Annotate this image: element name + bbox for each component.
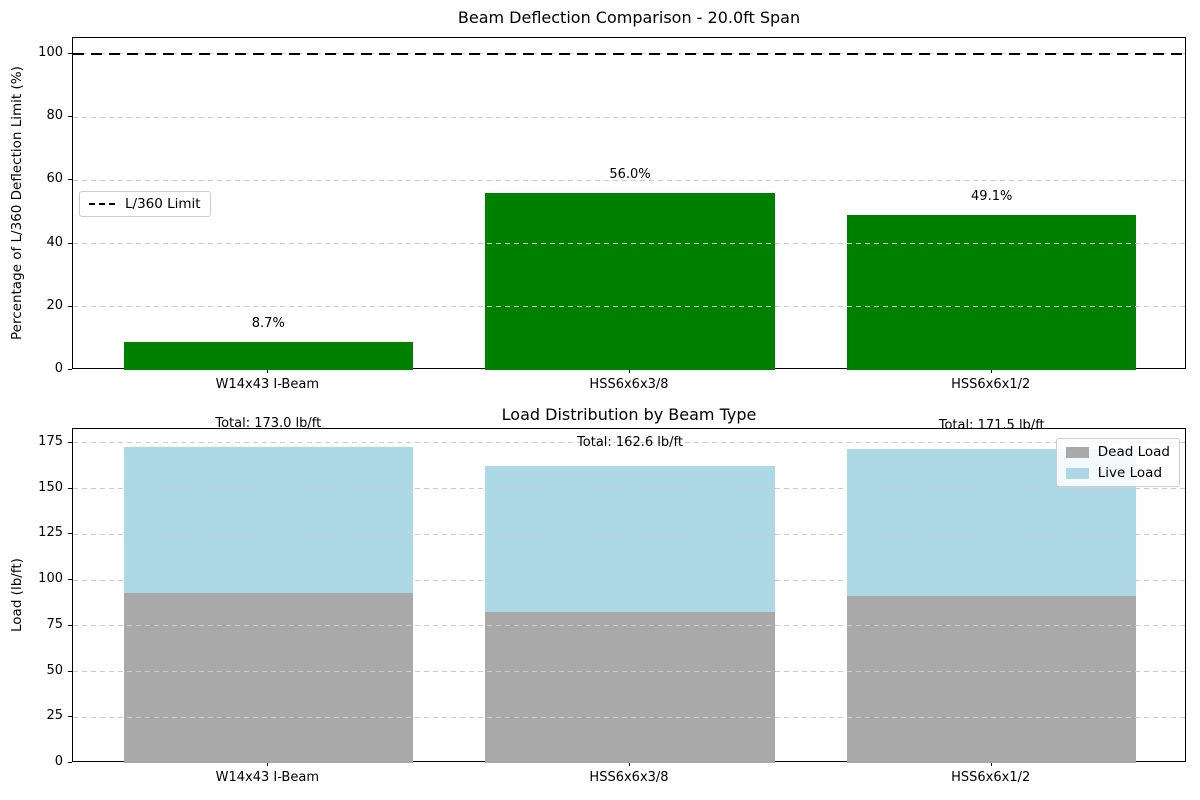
tick-mark bbox=[68, 716, 72, 718]
y-tick-label: 175 bbox=[38, 433, 63, 449]
tick-mark bbox=[267, 369, 269, 373]
bar bbox=[123, 592, 413, 763]
tick-mark bbox=[68, 441, 72, 443]
tick-mark bbox=[629, 762, 630, 766]
gridline bbox=[73, 116, 1185, 118]
total-label: Total: 162.6 lb/ft bbox=[577, 434, 683, 450]
live-load-swatch-icon bbox=[1065, 467, 1089, 479]
bar bbox=[123, 342, 413, 370]
tick-mark bbox=[68, 116, 72, 118]
chart-title: Load Distribution by Beam Type bbox=[501, 405, 757, 424]
tick-mark bbox=[68, 52, 72, 54]
threshold-line bbox=[73, 52, 1185, 56]
y-tick-label: 60 bbox=[46, 171, 63, 187]
gridline bbox=[73, 243, 1185, 245]
gridline bbox=[73, 579, 1185, 581]
deflection-chart: Beam Deflection Comparison - 20.0ft Span… bbox=[9, 8, 1186, 392]
bar bbox=[847, 214, 1137, 370]
chart-title: Beam Deflection Comparison - 20.0ft Span bbox=[457, 8, 801, 27]
legend-item: Live Load bbox=[1065, 465, 1170, 481]
y-tick-label: 40 bbox=[46, 234, 63, 250]
x-tick-label: HSS6x6x3/8 bbox=[589, 377, 669, 392]
bar bbox=[123, 446, 413, 593]
dead-load-swatch-icon bbox=[1065, 446, 1089, 458]
y-tick-label: 150 bbox=[38, 479, 63, 495]
bar-value-label: 49.1% bbox=[971, 188, 1013, 204]
tick-mark bbox=[629, 369, 630, 373]
bar bbox=[485, 465, 775, 612]
bar bbox=[485, 192, 775, 370]
gridline bbox=[73, 716, 1185, 718]
tick-mark bbox=[267, 762, 269, 766]
plot-area: Dead Load Live Load Total: 173.0 lb/ft To… bbox=[72, 416, 1186, 763]
tick-mark bbox=[68, 624, 72, 626]
y-tick-label: 100 bbox=[38, 44, 63, 60]
bar-value-label: 8.7% bbox=[251, 316, 285, 332]
tick-mark bbox=[68, 305, 72, 307]
legend-label: L/360 Limit bbox=[125, 196, 201, 212]
gridline bbox=[73, 488, 1185, 490]
gridline bbox=[73, 179, 1185, 181]
y-tick-label: 50 bbox=[46, 662, 63, 678]
gridline bbox=[73, 442, 1185, 444]
x-tick-label: W14x43 I-Beam bbox=[215, 377, 319, 392]
gridline bbox=[73, 533, 1185, 535]
gridline bbox=[73, 306, 1185, 308]
dashed-line-sample-icon bbox=[89, 202, 116, 206]
total-label: Total: 173.0 lb/ft bbox=[215, 415, 322, 431]
y-tick-label: 0 bbox=[54, 361, 63, 376]
tick-mark bbox=[68, 179, 72, 181]
y-tick-label: 25 bbox=[46, 708, 63, 724]
plot-area: L/360 Limit 8.7% 56.0% 49.1% bbox=[72, 37, 1186, 370]
legend: Dead Load Live Load bbox=[1055, 438, 1180, 487]
tick-mark bbox=[68, 487, 72, 489]
x-tick-label: HSS6x6x1/2 bbox=[951, 377, 1031, 392]
x-tick-label: HSS6x6x1/2 bbox=[951, 770, 1031, 785]
bar bbox=[485, 611, 775, 763]
y-tick-label: 20 bbox=[46, 297, 63, 313]
gridline bbox=[73, 625, 1185, 627]
total-label: Total: 171.5 lb/ft bbox=[938, 418, 1045, 434]
y-tick-label: 100 bbox=[38, 571, 63, 587]
load-chart: Load Distribution by Beam Type Load (lb/… bbox=[0, 400, 1200, 800]
tick-mark bbox=[68, 533, 72, 535]
tick-mark bbox=[68, 579, 72, 581]
y-tick-label: 125 bbox=[38, 525, 63, 541]
x-tick-label: HSS6x6x3/8 bbox=[589, 770, 669, 785]
tick-mark bbox=[68, 242, 72, 244]
gridline bbox=[73, 671, 1185, 673]
bar-value-label: 56.0% bbox=[609, 166, 651, 182]
x-tick-label: W14x43 I-Beam bbox=[215, 770, 319, 785]
legend-label: Live Load bbox=[1097, 465, 1163, 481]
y-tick-label: 75 bbox=[46, 616, 63, 632]
tick-mark bbox=[68, 670, 72, 672]
tick-mark bbox=[68, 762, 72, 763]
tick-mark bbox=[68, 369, 72, 370]
y-tick-label: 0 bbox=[54, 754, 63, 769]
legend: L/360 Limit bbox=[79, 191, 211, 217]
bar bbox=[847, 595, 1137, 763]
legend-item: Dead Load bbox=[1065, 444, 1170, 460]
y-tick-label: 80 bbox=[46, 108, 63, 124]
y-axis-label: Percentage of L/360 Deflection Limit (%) bbox=[9, 66, 25, 340]
tick-mark bbox=[990, 762, 992, 766]
legend-label: Dead Load bbox=[1097, 444, 1170, 460]
tick-mark bbox=[990, 369, 992, 373]
